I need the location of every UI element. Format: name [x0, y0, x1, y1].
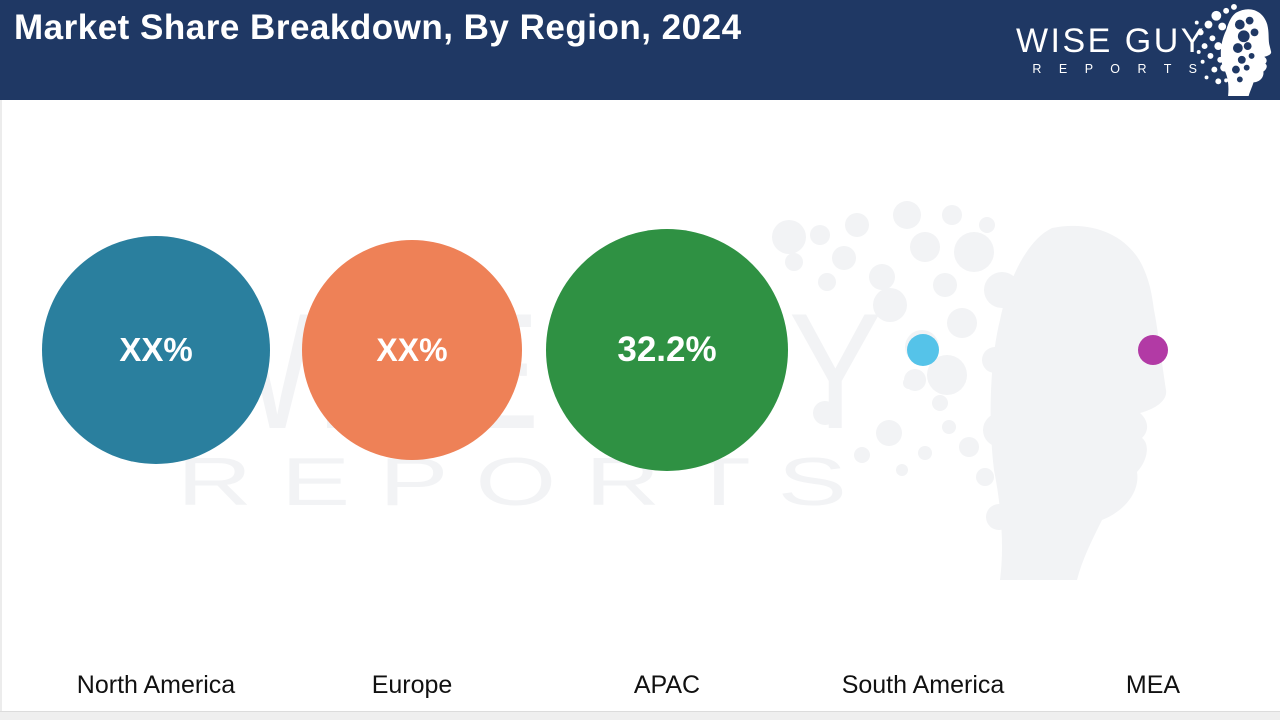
chart-area: WISE GUY R E P O R T S XX% North America X…: [0, 100, 1280, 712]
bubble-europe: XX%: [302, 240, 522, 460]
category-label-mea: MEA: [1125, 671, 1181, 699]
bubble-north-america: XX%: [42, 236, 270, 464]
watermark-head-silhouette: [990, 225, 1167, 580]
category-label-north-america: North America: [76, 671, 236, 699]
dotted-head-icon: [1194, 3, 1272, 96]
bubble-apac: 32.2%: [546, 229, 788, 471]
watermark-subtitle: R E P O R T S: [177, 444, 847, 520]
page-title: Market Share Breakdown, By Region, 2024: [14, 8, 742, 47]
bubble-value-label: XX%: [376, 331, 448, 368]
logo-subtitle: R E P O R T S: [1032, 62, 1204, 76]
category-label-apac: APAC: [633, 671, 701, 699]
bubble-value-label: XX%: [119, 331, 193, 368]
logo-text: WISE GUY R E P O R T S: [1016, 24, 1206, 76]
footer-strip: [0, 711, 1280, 720]
bubble-south-america: [907, 334, 939, 366]
category-label-south-america: South America: [841, 671, 1005, 699]
logo-wordmark: WISE GUY: [1015, 22, 1206, 60]
category-label-europe: Europe: [371, 671, 453, 699]
wise-guy-reports-logo: WISE GUY R E P O R T S: [1016, 2, 1272, 98]
bubble-value-label: 32.2%: [617, 330, 717, 369]
bubble-mea: [1138, 335, 1168, 365]
header-bar: Market Share Breakdown, By Region, 2024 …: [0, 0, 1280, 100]
